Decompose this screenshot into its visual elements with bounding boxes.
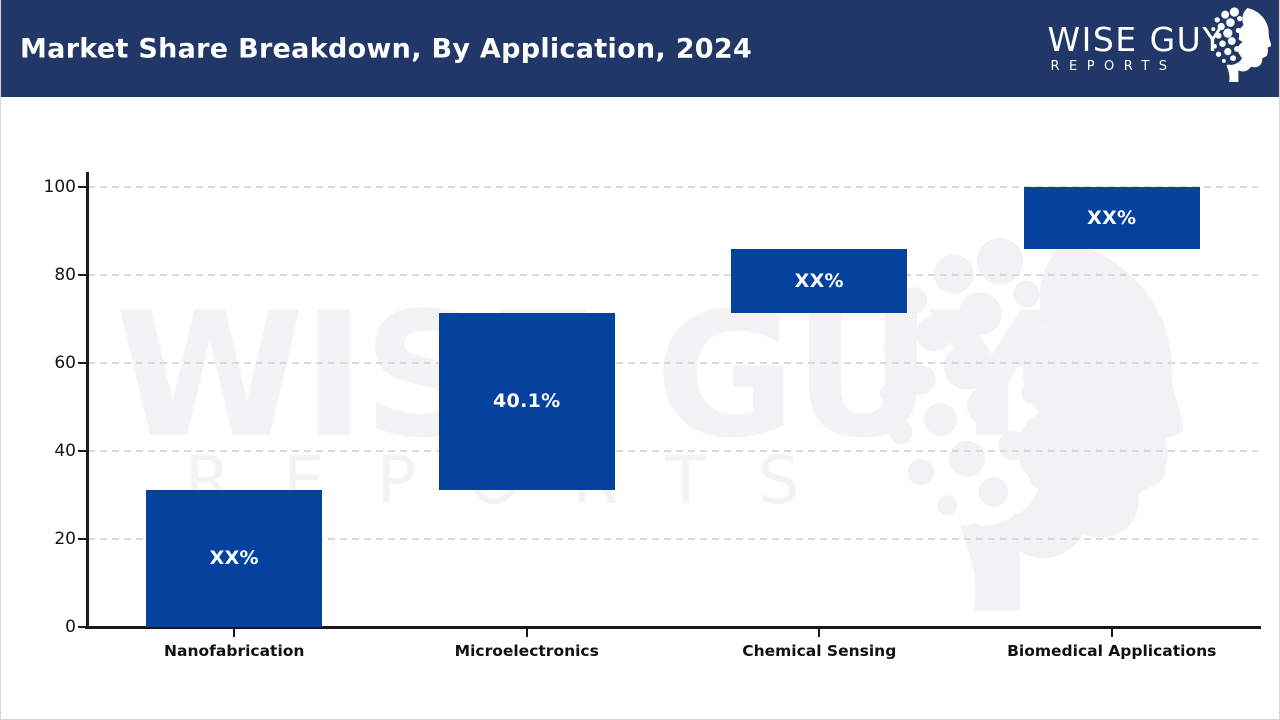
y-tick-mark	[78, 538, 86, 540]
gridline	[88, 186, 1258, 188]
brand-name: WISE GUY	[1047, 19, 1224, 59]
x-axis-line	[85, 626, 1261, 629]
x-tick-mark	[1110, 629, 1113, 637]
y-tick-label: 40	[54, 441, 76, 461]
page-title: Market Share Breakdown, By Application, …	[20, 33, 753, 64]
bar: 40.1%	[438, 313, 615, 490]
bar-value-label: XX%	[209, 547, 259, 570]
y-tick-label: 0	[65, 617, 76, 637]
bar-value-label: XX%	[794, 270, 844, 293]
gridline	[88, 450, 1258, 452]
gridline	[88, 362, 1258, 364]
y-tick-mark	[78, 274, 86, 276]
y-tick-label: 80	[54, 265, 76, 285]
y-tick-mark	[78, 626, 86, 628]
bar: XX%	[731, 249, 908, 314]
bar-value-label: 40.1%	[493, 390, 561, 413]
y-tick-mark	[78, 186, 86, 188]
x-tick-label: Biomedical Applications	[1007, 642, 1217, 660]
y-tick-label: 60	[54, 353, 76, 373]
header: Market Share Breakdown, By Application, …	[0, 0, 1280, 97]
x-tick-label: Nanofabrication	[164, 642, 305, 660]
brand-wordmark: WISE GUY REPORTS	[1047, 19, 1224, 75]
bar-value-label: XX%	[1087, 207, 1137, 230]
bar: XX%	[146, 489, 323, 627]
x-tick-mark	[233, 629, 236, 637]
brand-subtitle: REPORTS	[1050, 59, 1177, 75]
gridline	[88, 274, 1258, 276]
x-tick-mark	[818, 629, 821, 637]
gridline	[88, 538, 1258, 540]
x-tick-label: Chemical Sensing	[742, 642, 897, 660]
y-tick-mark	[78, 450, 86, 452]
y-tick-label: 20	[54, 529, 76, 549]
x-tick-label: Microelectronics	[454, 642, 599, 660]
y-axis-line	[86, 172, 89, 629]
y-tick-mark	[78, 362, 86, 364]
brand-logo: WISE GUY REPORTS	[1047, 4, 1274, 86]
bar: XX%	[1023, 187, 1200, 250]
y-tick-label: 100	[43, 177, 76, 197]
x-tick-mark	[525, 629, 528, 637]
head-logo-icon	[1210, 7, 1272, 82]
